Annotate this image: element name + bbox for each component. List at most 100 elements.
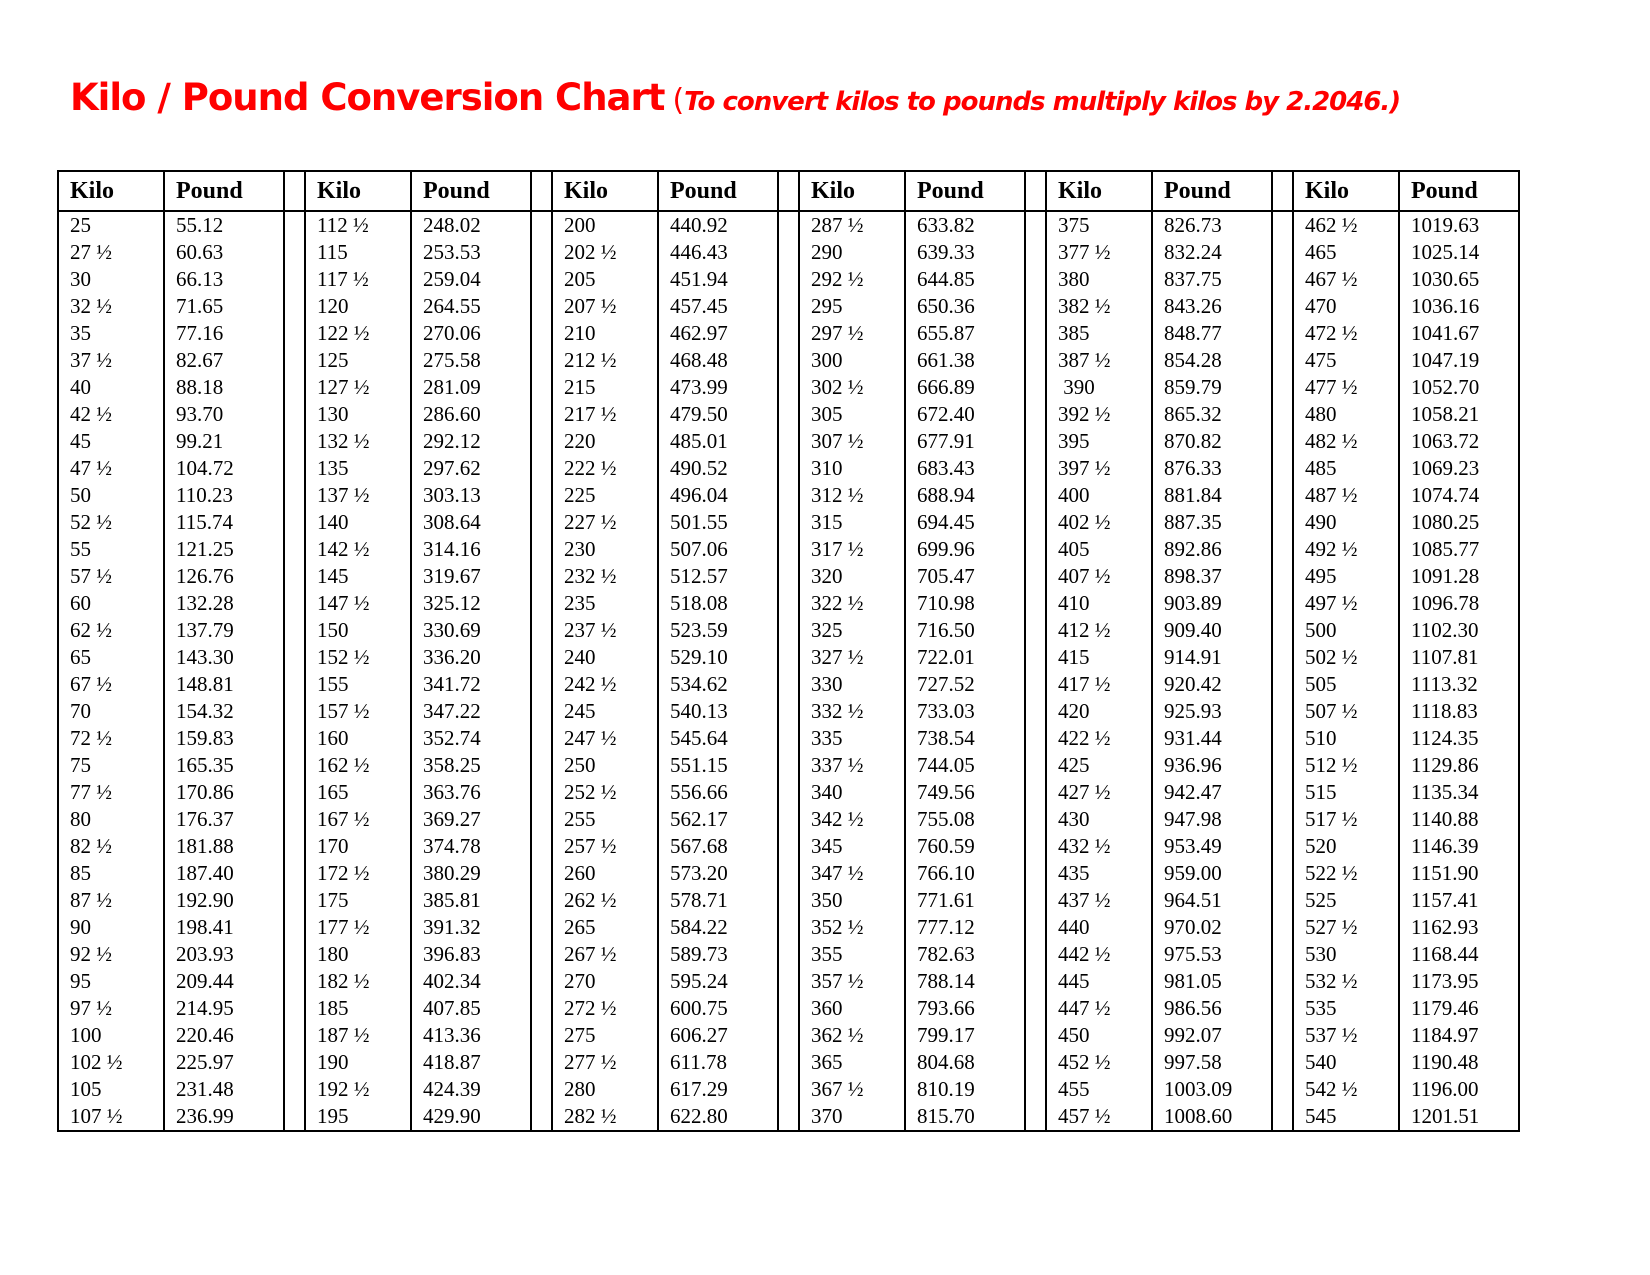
kilo-cell: 160 [304,725,412,752]
pound-cell: 1091.28 [1398,563,1520,590]
pound-cell: 259.04 [410,266,532,293]
table-row: 25 55.12 112 ½ 248.02 200 440.92 287 ½ 633.82 37… [57,211,1520,239]
pound-cell: 369.27 [410,806,532,833]
pound-cell: 1019.63 [1398,211,1520,239]
spacer-cell [1271,1049,1294,1076]
kilo-cell: 345 [798,833,906,860]
spacer-cell [1271,887,1294,914]
kilo-cell: 482 ½ [1292,428,1400,455]
pound-cell: 942.47 [1151,779,1273,806]
kilo-cell: 412 ½ [1045,617,1153,644]
spacer-cell [777,779,800,806]
header-cell-kilo: Kilo [798,171,906,212]
pound-cell: 319.67 [410,563,532,590]
kilo-cell: 395 [1045,428,1153,455]
pound-cell: 1107.81 [1398,644,1520,671]
pound-cell: 352.74 [410,725,532,752]
table-row: 57 ½ 126.76 145 319.67 232 ½ 512.57 320 705.47 4… [57,563,1520,590]
pound-cell: 159.83 [163,725,285,752]
pound-cell: 479.50 [657,401,779,428]
spacer-cell [1024,1022,1047,1049]
kilo-cell: 332 ½ [798,698,906,725]
pound-cell: 1063.72 [1398,428,1520,455]
kilo-cell: 207 ½ [551,293,659,320]
spacer-cell [530,887,553,914]
pound-cell: 1124.35 [1398,725,1520,752]
pound-cell: 931.44 [1151,725,1273,752]
spacer-cell [530,590,553,617]
spacer-cell [530,374,553,401]
kilo-cell: 217 ½ [551,401,659,428]
table-row: 60 132.28 147 ½ 325.12 235 518.08 322 ½ 710.98 4… [57,590,1520,617]
spacer-cell [283,941,306,968]
pound-cell: 1168.44 [1398,941,1520,968]
pound-cell: 837.75 [1151,266,1273,293]
pound-cell: 551.15 [657,752,779,779]
kilo-cell: 432 ½ [1045,833,1153,860]
kilo-cell: 147 ½ [304,590,412,617]
pound-cell: 655.87 [904,320,1026,347]
table-row: 65 143.30 152 ½ 336.20 240 529.10 327 ½ 722.01 4… [57,644,1520,671]
pound-cell: 545.64 [657,725,779,752]
header-spacer-cell [1024,171,1047,212]
pound-cell: 766.10 [904,860,1026,887]
kilo-cell: 337 ½ [798,752,906,779]
spacer-cell [777,995,800,1022]
spacer-cell [530,1022,553,1049]
spacer-cell [283,590,306,617]
pound-cell: 1030.65 [1398,266,1520,293]
kilo-cell: 512 ½ [1292,752,1400,779]
kilo-cell: 267 ½ [551,941,659,968]
kilo-cell: 172 ½ [304,860,412,887]
pound-cell: 407.85 [410,995,532,1022]
spacer-cell [777,401,800,428]
kilo-cell: 67 ½ [57,671,165,698]
spacer-cell [1024,401,1047,428]
kilo-cell: 210 [551,320,659,347]
pound-cell: 341.72 [410,671,532,698]
spacer-cell [1024,752,1047,779]
kilo-cell: 310 [798,455,906,482]
kilo-cell: 365 [798,1049,906,1076]
kilo-cell: 480 [1292,401,1400,428]
pound-cell: 507.06 [657,536,779,563]
kilo-cell: 485 [1292,455,1400,482]
kilo-cell: 30 [57,266,165,293]
spacer-cell [1024,211,1047,239]
kilo-cell: 220 [551,428,659,455]
spacer-cell [530,779,553,806]
pound-cell: 391.32 [410,914,532,941]
kilo-cell: 260 [551,860,659,887]
pound-cell: 418.87 [410,1049,532,1076]
pound-cell: 1118.83 [1398,698,1520,725]
spacer-cell [283,428,306,455]
kilo-cell: 62 ½ [57,617,165,644]
pound-cell: 1074.74 [1398,482,1520,509]
pound-cell: 826.73 [1151,211,1273,239]
header-cell-pound: Pound [163,171,285,212]
spacer-cell [1024,455,1047,482]
kilo-cell: 150 [304,617,412,644]
pound-cell: 843.26 [1151,293,1273,320]
kilo-cell: 510 [1292,725,1400,752]
table-row: 77 ½ 170.86 165 363.76 252 ½ 556.66 340 749.56 4… [57,779,1520,806]
spacer-cell [1024,293,1047,320]
spacer-cell [777,725,800,752]
pound-cell: 788.14 [904,968,1026,995]
spacer-cell [1024,428,1047,455]
kilo-cell: 240 [551,644,659,671]
kilo-cell: 50 [57,482,165,509]
pound-cell: 600.75 [657,995,779,1022]
pound-cell: 611.78 [657,1049,779,1076]
spacer-cell [283,671,306,698]
kilo-cell: 72 ½ [57,725,165,752]
header-cell-kilo: Kilo [57,171,165,212]
table-row: 72 ½ 159.83 160 352.74 247 ½ 545.64 335 738.54 4… [57,725,1520,752]
table-row: 55 121.25 142 ½ 314.16 230 507.06 317 ½ 699.96 4… [57,536,1520,563]
pound-cell: 1196.00 [1398,1076,1520,1103]
spacer-cell [1024,482,1047,509]
kilo-cell: 295 [798,293,906,320]
pound-cell: 413.36 [410,1022,532,1049]
pound-cell: 744.05 [904,752,1026,779]
pound-cell: 529.10 [657,644,779,671]
